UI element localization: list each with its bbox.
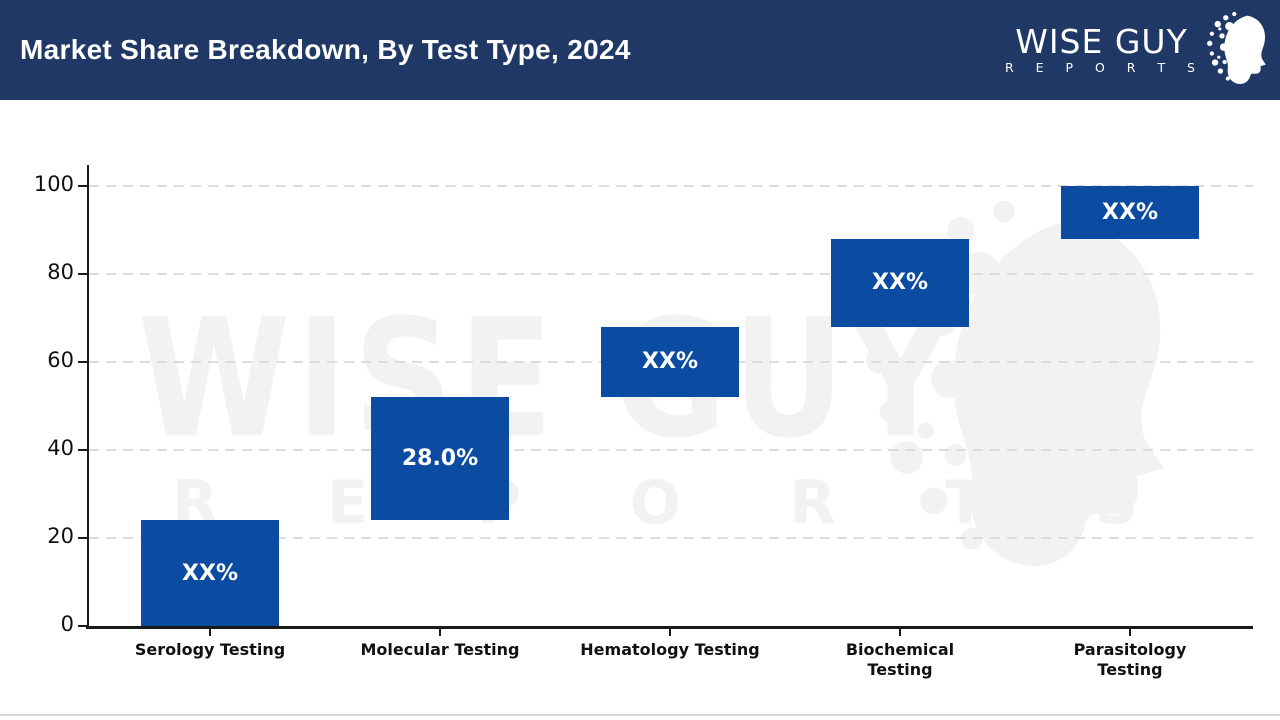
y-tick-80 <box>78 273 87 275</box>
bar-value-label: XX% <box>642 349 698 375</box>
header-bar: Market Share Breakdown, By Test Type, 20… <box>0 0 1280 100</box>
x-category-label: Serology Testing <box>134 640 286 659</box>
gridline-100 <box>89 185 1253 187</box>
x-tick-4 <box>1129 629 1131 636</box>
y-tick-label-0: 0 <box>60 612 74 636</box>
bar-segment: XX% <box>141 520 279 626</box>
bar-value-label: XX% <box>872 270 928 296</box>
wise-guy-reports-logo: WISE GUY R E P O R T S <box>999 11 1270 89</box>
bar-value-label: XX% <box>1102 199 1158 225</box>
bar-segment: XX% <box>601 326 739 398</box>
logo-subtitle: R E P O R T S <box>1004 60 1204 76</box>
x-category-label: Molecular Testing <box>360 640 520 659</box>
logo-wordmark: WISE GUY <box>1015 22 1188 62</box>
logo-face-icon <box>1207 11 1266 84</box>
x-category-label: Hematology Testing <box>580 640 760 659</box>
bar-value-label: 28.0% <box>401 446 479 472</box>
gridline-40 <box>89 449 1253 451</box>
gridline-20 <box>89 537 1253 539</box>
x-tick-3 <box>899 629 901 636</box>
bottom-border <box>0 714 1280 716</box>
watermark-wordmark: WISE GUY <box>138 284 957 474</box>
y-tick-label-80: 80 <box>47 260 74 284</box>
page-title: Market Share Breakdown, By Test Type, 20… <box>20 34 631 65</box>
y-tick-60 <box>78 361 87 363</box>
x-tick-0 <box>209 629 211 636</box>
y-tick-20 <box>78 537 87 539</box>
x-category-label: Biochemical Testing <box>845 640 955 679</box>
gridline-80 <box>89 273 1253 275</box>
y-tick-label-60: 60 <box>47 348 74 372</box>
y-tick-label-20: 20 <box>47 524 74 548</box>
bar-segment: XX% <box>831 238 969 327</box>
logo-text: WISE GUY R E P O R T S <box>999 25 1204 75</box>
y-tick-0 <box>78 625 87 627</box>
bar-value-label: XX% <box>182 560 238 586</box>
y-tick-100 <box>78 185 87 187</box>
y-tick-label-100: 100 <box>33 172 74 196</box>
bar-segment: 28.0% <box>371 397 509 521</box>
x-category-label: Parasitology Testing <box>1073 640 1187 679</box>
bar-segment: XX% <box>1061 186 1199 239</box>
x-tick-1 <box>439 629 441 636</box>
y-tick-label-40: 40 <box>47 436 74 460</box>
y-tick-40 <box>78 449 87 451</box>
y-axis-line <box>87 165 89 628</box>
x-axis-line <box>86 626 1253 629</box>
x-tick-2 <box>669 629 671 636</box>
